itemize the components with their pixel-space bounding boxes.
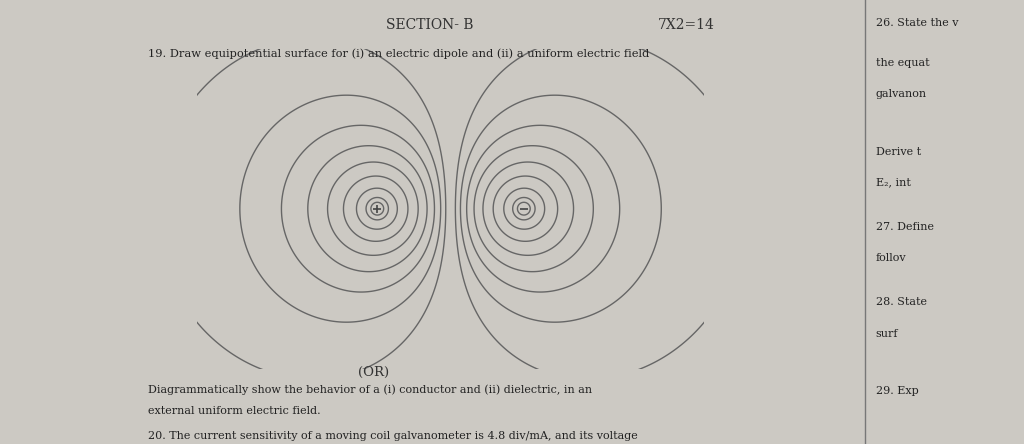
Text: 27. Define: 27. Define <box>876 222 934 232</box>
Text: 19. Draw equipotential surface for (i) an electric dipole and (ii) a uniform ele: 19. Draw equipotential surface for (i) a… <box>148 49 650 59</box>
Text: 26. State the v: 26. State the v <box>876 18 958 28</box>
Text: surf: surf <box>876 329 898 339</box>
Text: follov: follov <box>876 253 906 263</box>
Text: 7X2=14: 7X2=14 <box>657 18 715 32</box>
Text: 20. The current sensitivity of a moving coil galvanometer is 4.8 div/mA, and its: 20. The current sensitivity of a moving … <box>148 431 638 441</box>
Text: 28. State: 28. State <box>876 297 927 308</box>
Text: (OR): (OR) <box>358 366 389 379</box>
Text: the equat: the equat <box>876 58 929 68</box>
Text: E₂, int: E₂, int <box>876 178 910 188</box>
Text: external uniform electric field.: external uniform electric field. <box>148 406 322 416</box>
Text: Derive t: Derive t <box>876 147 921 157</box>
Text: Diagrammatically show the behavior of a (i) conductor and (ii) dielectric, in an: Diagrammatically show the behavior of a … <box>148 384 593 395</box>
Text: galvanon: galvanon <box>876 89 927 99</box>
Text: SECTION- B: SECTION- B <box>386 18 474 32</box>
Text: 29. Exp: 29. Exp <box>876 386 919 396</box>
